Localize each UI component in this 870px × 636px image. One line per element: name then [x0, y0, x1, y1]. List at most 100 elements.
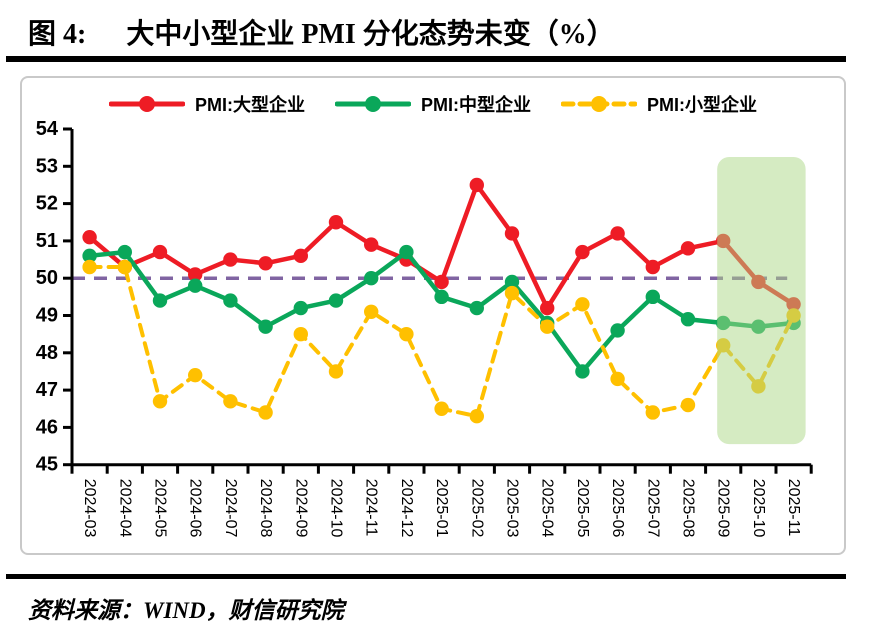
- legend-marker-large: [109, 96, 185, 112]
- highlight-region: [717, 156, 806, 445]
- legend-item-large: PMI:大型企业: [109, 91, 305, 117]
- title-divider: [6, 56, 846, 62]
- data-point-large: [364, 237, 379, 252]
- x-axis-label: 2024-12: [398, 479, 415, 538]
- data-point-small: [328, 364, 344, 379]
- x-axis-label: 2025-11: [785, 479, 802, 537]
- data-point-small: [293, 326, 308, 342]
- data-point-large: [258, 256, 273, 271]
- x-axis-label: 2024-03: [81, 479, 98, 538]
- x-axis-label: 2024-04: [116, 479, 133, 538]
- data-point-small: [82, 259, 97, 275]
- data-point-medium: [82, 248, 97, 264]
- data-point-small: [540, 319, 555, 334]
- data-point-medium: [469, 300, 484, 316]
- data-point-medium: [152, 293, 168, 308]
- data-point-medium: [575, 364, 590, 379]
- data-point-medium: [223, 293, 238, 308]
- data-point-medium: [645, 289, 660, 305]
- x-axis-label: 2024-10: [328, 479, 345, 538]
- y-axis-label: 51: [36, 230, 58, 252]
- data-point-large: [434, 274, 449, 290]
- data-point-medium: [399, 244, 414, 260]
- legend-marker-medium: [335, 96, 411, 112]
- x-axis-label: 2025-04: [539, 479, 556, 538]
- data-point-small: [152, 394, 168, 409]
- x-axis-label: 2025-05: [574, 479, 591, 538]
- y-axis-label: 45: [36, 454, 58, 476]
- data-point-medium: [328, 293, 344, 308]
- x-axis-label: 2024-08: [257, 479, 274, 538]
- data-point-small: [399, 326, 414, 342]
- x-axis-label: 2025-06: [609, 479, 626, 538]
- x-axis-label: 2024-09: [292, 479, 309, 538]
- data-point-medium: [188, 278, 203, 293]
- data-point-small: [680, 397, 696, 413]
- data-point-small: [364, 304, 379, 319]
- data-point-medium: [680, 312, 696, 327]
- chart-panel: PMI:大型企业 PMI:中型企业 PMI:小型企业 45 46 47 48 49 50 51 5…: [20, 76, 846, 555]
- y-axis-label: 49: [36, 305, 58, 327]
- data-point-small: [469, 409, 484, 424]
- figure-title: 大中小型企业 PMI 分化态势未变（%）: [126, 19, 615, 50]
- data-point-large: [82, 229, 97, 245]
- data-point-large: [540, 300, 555, 316]
- y-axis-label: 47: [36, 379, 58, 401]
- x-axis-label: 2025-02: [468, 479, 485, 538]
- data-point-large: [188, 267, 203, 282]
- data-point-small: [610, 371, 625, 387]
- pmi-line-chart: 45 46 47 48 49 50 51 52 53 54 2024-03 2024-04 2024-0…: [36, 119, 813, 538]
- legend-label-large: PMI:大型企业: [195, 95, 305, 115]
- x-axis-label: 2025-09: [715, 479, 732, 538]
- data-point-small: [258, 405, 273, 420]
- x-axis-label: 2024-07: [222, 479, 239, 538]
- data-point-small: [434, 401, 449, 416]
- data-point-medium: [258, 319, 273, 334]
- data-point-large: [610, 226, 625, 241]
- y-axis-label: 54: [36, 119, 59, 140]
- data-point-large: [293, 248, 308, 264]
- y-axis-label: 52: [36, 193, 58, 215]
- x-axis-label: 2025-08: [680, 479, 697, 538]
- x-axis-label: 2025-10: [750, 479, 767, 538]
- data-point-small: [645, 405, 660, 420]
- data-point-medium: [610, 323, 625, 338]
- figure-title-row: 图 4: 大中小型企业 PMI 分化态势未变（%）: [0, 0, 870, 52]
- data-point-medium: [117, 244, 132, 260]
- x-axis-label: 2025-07: [644, 479, 661, 538]
- data-point-small: [117, 259, 132, 275]
- legend-label-small: PMI:小型企业: [647, 95, 757, 115]
- x-axis-label: 2025-01: [433, 479, 450, 538]
- data-point-large: [328, 215, 344, 230]
- figure-label: 图 4:: [28, 19, 87, 50]
- x-axis-label: 2025-03: [504, 479, 521, 538]
- data-point-large: [469, 177, 484, 193]
- data-point-medium: [293, 300, 308, 316]
- data-point-small: [504, 285, 520, 301]
- data-point-small: [188, 367, 203, 383]
- data-point-large: [645, 259, 660, 275]
- x-axis-label: 2024-06: [187, 479, 204, 538]
- data-point-large: [680, 241, 696, 256]
- legend-label-medium: PMI:中型企业: [421, 95, 531, 115]
- y-axis-label: 53: [36, 155, 58, 177]
- legend-item-small: PMI:小型企业: [561, 91, 757, 117]
- x-axis-label: 2024-11: [363, 479, 380, 537]
- data-point-small: [223, 394, 238, 409]
- data-point-large: [152, 244, 168, 260]
- chart-legend: PMI:大型企业 PMI:中型企业 PMI:小型企业: [22, 78, 844, 117]
- y-axis-label: 46: [36, 416, 58, 438]
- data-source: 资料来源：WIND，财信研究院: [28, 598, 344, 623]
- data-point-medium: [504, 274, 520, 290]
- y-axis-label: 48: [36, 342, 58, 364]
- data-point-large: [504, 226, 520, 241]
- legend-marker-small: [561, 96, 637, 112]
- data-point-large: [223, 252, 238, 267]
- data-point-medium: [434, 289, 449, 305]
- data-point-large: [575, 244, 590, 260]
- x-axis-label: 2024-05: [152, 479, 169, 538]
- legend-item-medium: PMI:中型企业: [335, 91, 531, 117]
- footer-divider: [6, 574, 846, 579]
- data-point-small: [575, 297, 590, 312]
